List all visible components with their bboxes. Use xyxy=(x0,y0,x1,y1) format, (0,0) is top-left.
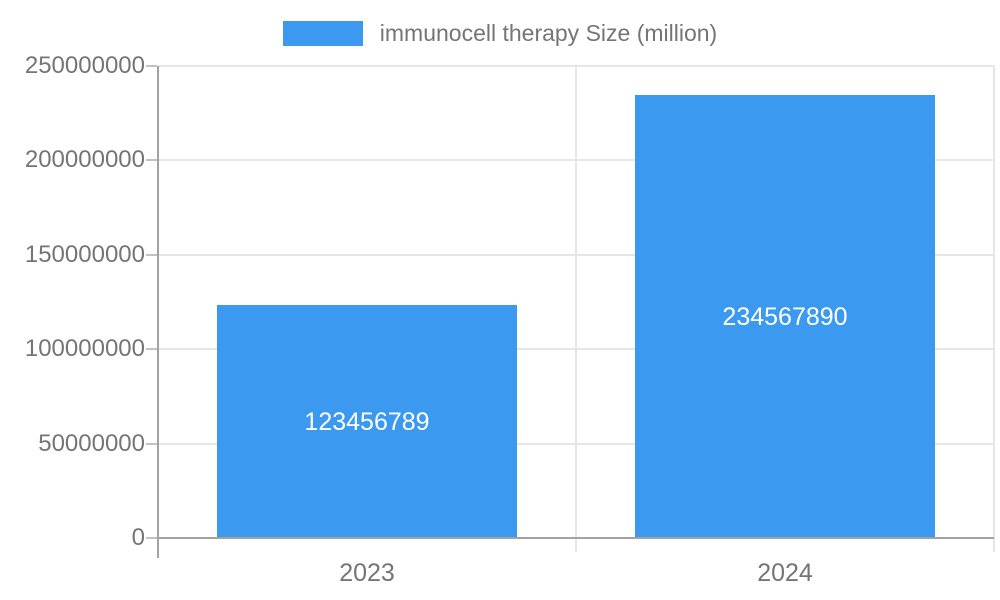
y-tick-label: 250000000 xyxy=(24,52,145,79)
y-tick-label: 200000000 xyxy=(24,146,145,174)
y-tick-label: 0 xyxy=(131,524,145,551)
chart-legend: immunocell therapy Size (million) xyxy=(0,20,1000,47)
bar-2024[interactable] xyxy=(635,95,935,538)
x-tick-label-2024: 2024 xyxy=(757,559,813,587)
y-axis-tick xyxy=(146,537,157,539)
x-tick-label-2023: 2023 xyxy=(339,559,395,587)
y-axis-line xyxy=(156,66,159,558)
y-axis-tick xyxy=(146,442,157,445)
bar-value-label: 234567890 xyxy=(722,302,848,331)
y-tick-label: 50000000 xyxy=(38,429,145,457)
y-axis-tick xyxy=(146,159,157,162)
legend-label: immunocell therapy Size (million) xyxy=(379,20,718,46)
plot-area: 123456789 234567890 xyxy=(158,65,995,552)
y-tick-label: 150000000 xyxy=(24,240,145,268)
legend-color-swatch xyxy=(282,21,363,46)
v-gridline xyxy=(575,66,577,552)
x-axis-line xyxy=(158,536,994,539)
bar-value-label: 123456789 xyxy=(304,407,430,436)
y-axis-tick xyxy=(146,65,157,67)
y-axis-tick xyxy=(146,253,157,256)
bar-2023[interactable] xyxy=(217,305,517,538)
y-tick-label: 100000000 xyxy=(24,335,145,363)
y-axis-tick xyxy=(146,348,157,351)
v-gridline xyxy=(993,66,995,552)
